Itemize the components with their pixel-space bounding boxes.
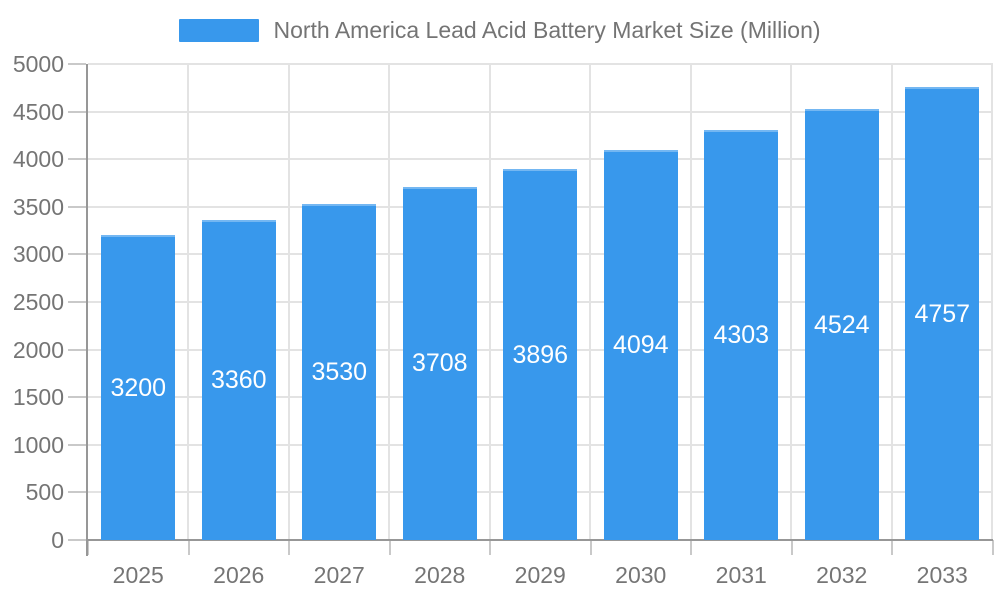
y-axis-tick [68,110,86,113]
x-tick-label: 2033 [916,562,968,588]
gridline-v [488,64,491,540]
gridline-h [88,158,993,161]
y-tick-label: 2500 [12,289,64,315]
legend-swatch-icon [179,19,260,42]
x-axis-tick [187,540,190,555]
bar-value-label: 3360 [210,366,267,395]
y-tick-label: 2000 [12,336,64,363]
y-tick-label: 1000 [12,431,64,458]
gridline-v [790,64,792,540]
x-axis-tick [991,540,994,555]
bar-2027 [302,203,377,540]
y-tick-label: 5000 [12,51,64,77]
bar-value-label: 3530 [311,357,368,386]
x-tick-label: 2030 [615,562,667,588]
x-tick-label: 2028 [414,562,466,588]
y-tick-label: 3500 [12,193,64,220]
gridline-v [287,64,290,540]
x-axis-tick [87,540,89,555]
y-tick-label: 4000 [12,146,64,173]
y-tick-label: 4500 [12,98,64,125]
bar-2028 [402,186,477,540]
bar-value-label: 4757 [914,299,971,328]
bar-value-label: 4094 [612,331,669,360]
y-tick-label: 0 [51,527,64,553]
legend: North America Lead Acid Battery Market S… [0,17,1000,44]
x-axis-tick [891,540,893,555]
y-axis-line [86,64,88,556]
y-tick-label: 3000 [12,241,64,268]
bar-value-label: 3896 [512,340,569,369]
bar-2030 [603,150,678,540]
gridline-v [589,64,591,540]
x-tick-label: 2026 [213,562,265,588]
x-tick-label: 2032 [816,562,868,588]
x-tick-label: 2025 [112,562,164,588]
plot-area: 0 500 1000 1500 2000 2500 3000 3500 4000 4500 5000… [13,51,994,588]
bar-value-label: 3200 [110,373,167,402]
gridline-v [187,64,189,540]
x-axis-tick [288,540,290,555]
gridline-v [991,64,993,540]
y-axis-tick [68,205,86,208]
x-axis-tick [790,540,793,555]
bar-value-label: 3708 [411,349,468,378]
gridline-v [890,64,893,540]
y-axis-tick [68,253,86,256]
bar-value-label: 4524 [813,310,870,339]
gridline-v [689,64,692,540]
x-tick-label: 2029 [514,562,566,588]
bar-value-label: 4303 [713,321,770,350]
x-axis-tick [388,540,391,555]
y-tick-label: 1500 [12,384,64,411]
bar-2029 [503,169,578,540]
y-axis-tick [68,491,86,494]
bar-2033 [905,87,980,540]
bar-2032 [804,109,879,540]
y-axis-tick [68,63,86,65]
bar-2031 [704,130,779,540]
bar-2025 [101,235,176,540]
y-axis-tick [68,396,86,399]
y-axis-tick [68,301,86,303]
gridline-v [388,64,390,540]
y-tick-label: 500 [25,479,64,506]
x-axis-tick [589,540,592,555]
bar-2026 [201,220,276,540]
x-tick-label: 2031 [715,562,767,588]
y-axis-tick [68,158,86,161]
y-axis-tick [68,443,86,446]
x-axis-tick [489,540,491,555]
x-tick-label: 2027 [313,562,365,588]
legend-item[interactable]: North America Lead Acid Battery Market S… [179,17,821,44]
x-axis-tick [690,540,692,555]
gridline-h [88,63,993,65]
gridline-h [88,110,993,113]
legend-label: North America Lead Acid Battery Market S… [273,17,821,43]
y-axis-tick [68,348,86,351]
y-axis-tick [68,539,86,541]
